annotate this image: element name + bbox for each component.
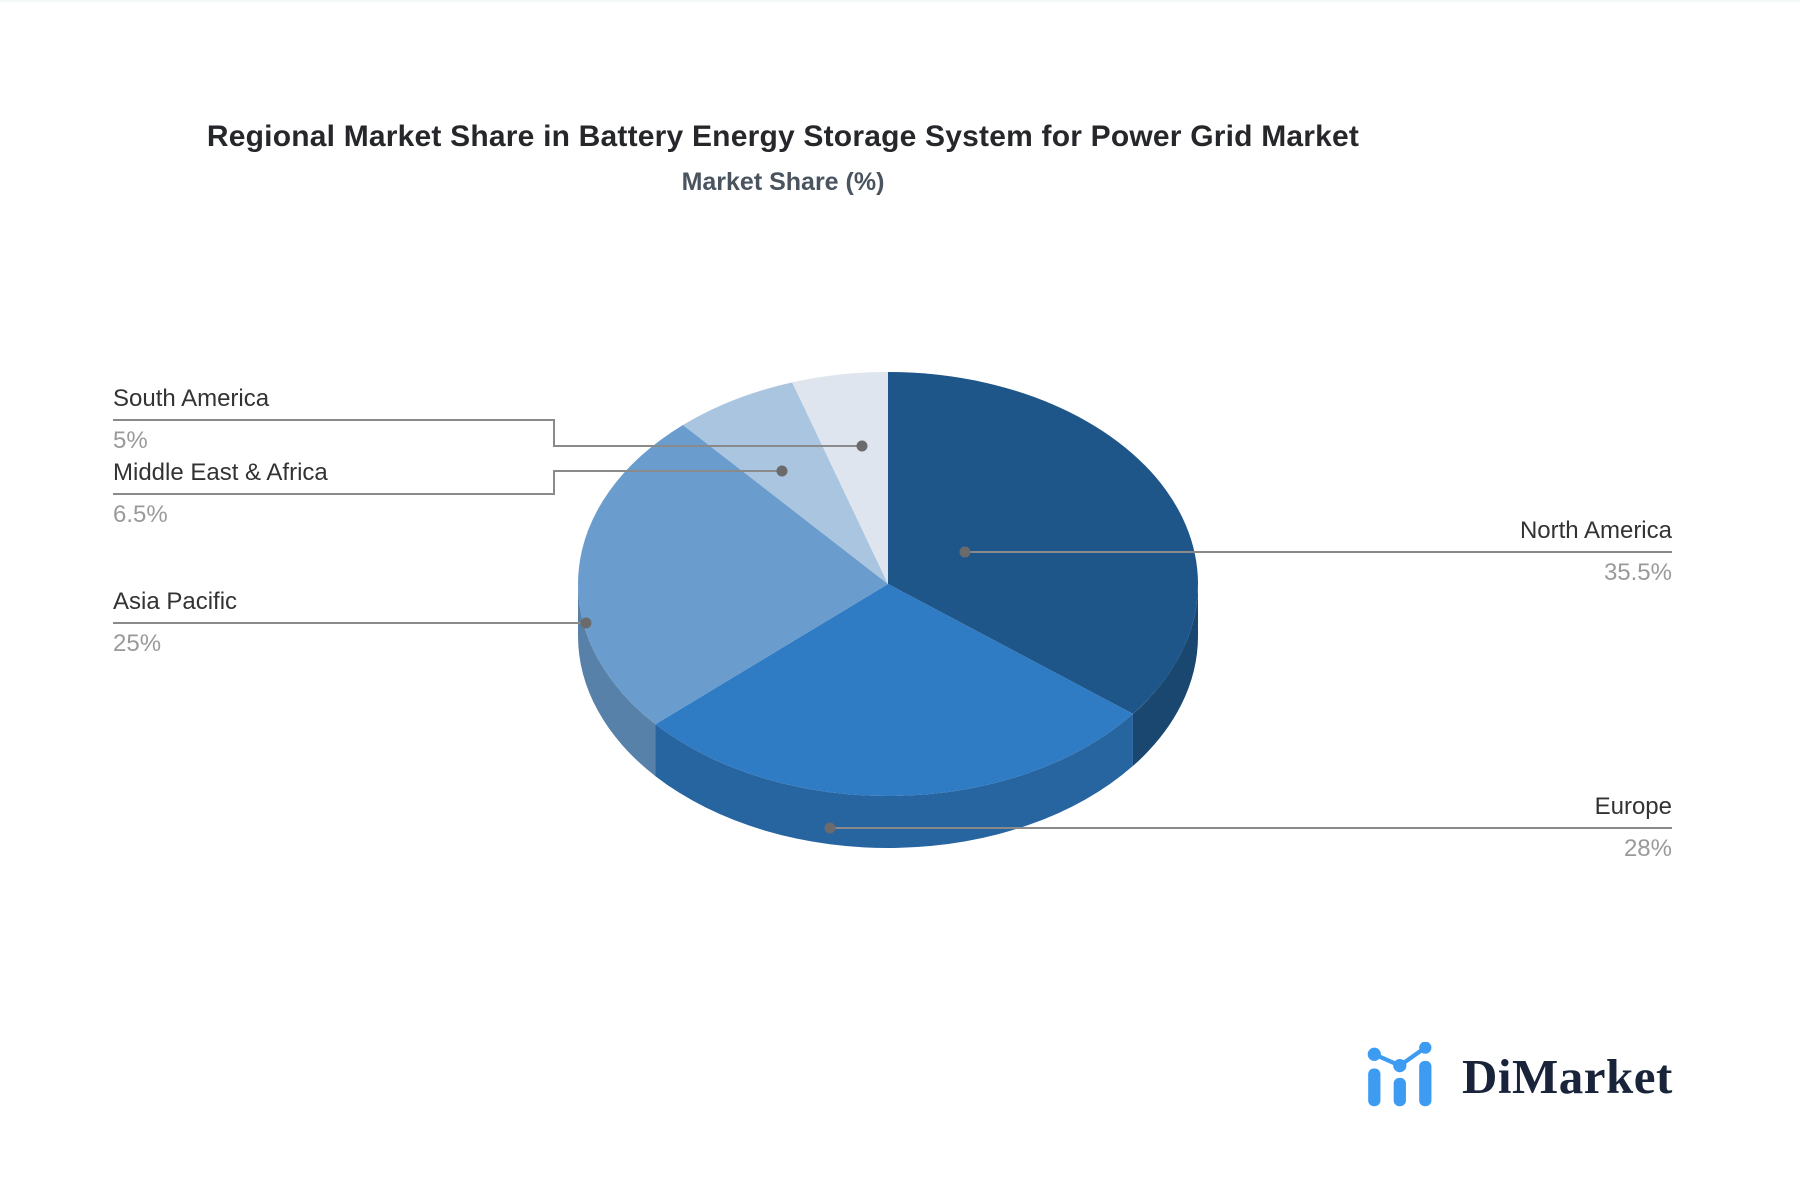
slice-label-south-america: South America (113, 385, 270, 412)
callout-dot-asia-pacific (580, 617, 592, 629)
pie-slice-europe[interactable] (655, 584, 1133, 796)
callout-dot-europe (824, 822, 836, 834)
title-block: Regional Market Share in Battery Energy … (0, 2, 1566, 197)
callout-dot-north-america (959, 546, 971, 558)
pie-slice-side-north-america (1132, 584, 1198, 766)
pie-slice-middle-east-africa[interactable] (682, 382, 888, 584)
slice-value-europe: 28% (1623, 835, 1672, 862)
callout-line-south-america (113, 419, 857, 447)
callout-dot-south-america (856, 440, 868, 452)
logo-text: DiMarket (1462, 1048, 1673, 1104)
pie-slice-side-europe (655, 713, 1133, 848)
slice-label-asia-pacific: Asia Pacific (113, 588, 238, 615)
slice-label-north-america: North America (1519, 517, 1672, 544)
pie-slice-asia-pacific[interactable] (578, 424, 888, 725)
bar-line-chart-icon (1367, 1042, 1432, 1107)
slice-label-europe: Europe (1594, 793, 1672, 820)
callout-line-middle-east-africa (113, 470, 777, 495)
slice-value-middle-east-africa: 6.5% (113, 501, 168, 528)
slice-value-north-america: 35.5% (1603, 559, 1672, 586)
slice-value-south-america: 5% (113, 427, 148, 454)
chart-title: Regional Market Share in Battery Energy … (206, 120, 1360, 153)
chart-subtitle: Market Share (%) (681, 168, 885, 196)
pie-slice-side-asia-pacific (578, 584, 656, 777)
slice-value-asia-pacific: 25% (113, 630, 162, 657)
callout-dot-middle-east-africa (776, 465, 788, 477)
pie-slice-north-america[interactable] (888, 372, 1198, 714)
slice-label-middle-east-africa: Middle East & Africa (113, 459, 328, 486)
pie-slice-south-america[interactable] (792, 372, 888, 584)
dimarket-logo: DiMarket (1363, 1042, 1673, 1110)
